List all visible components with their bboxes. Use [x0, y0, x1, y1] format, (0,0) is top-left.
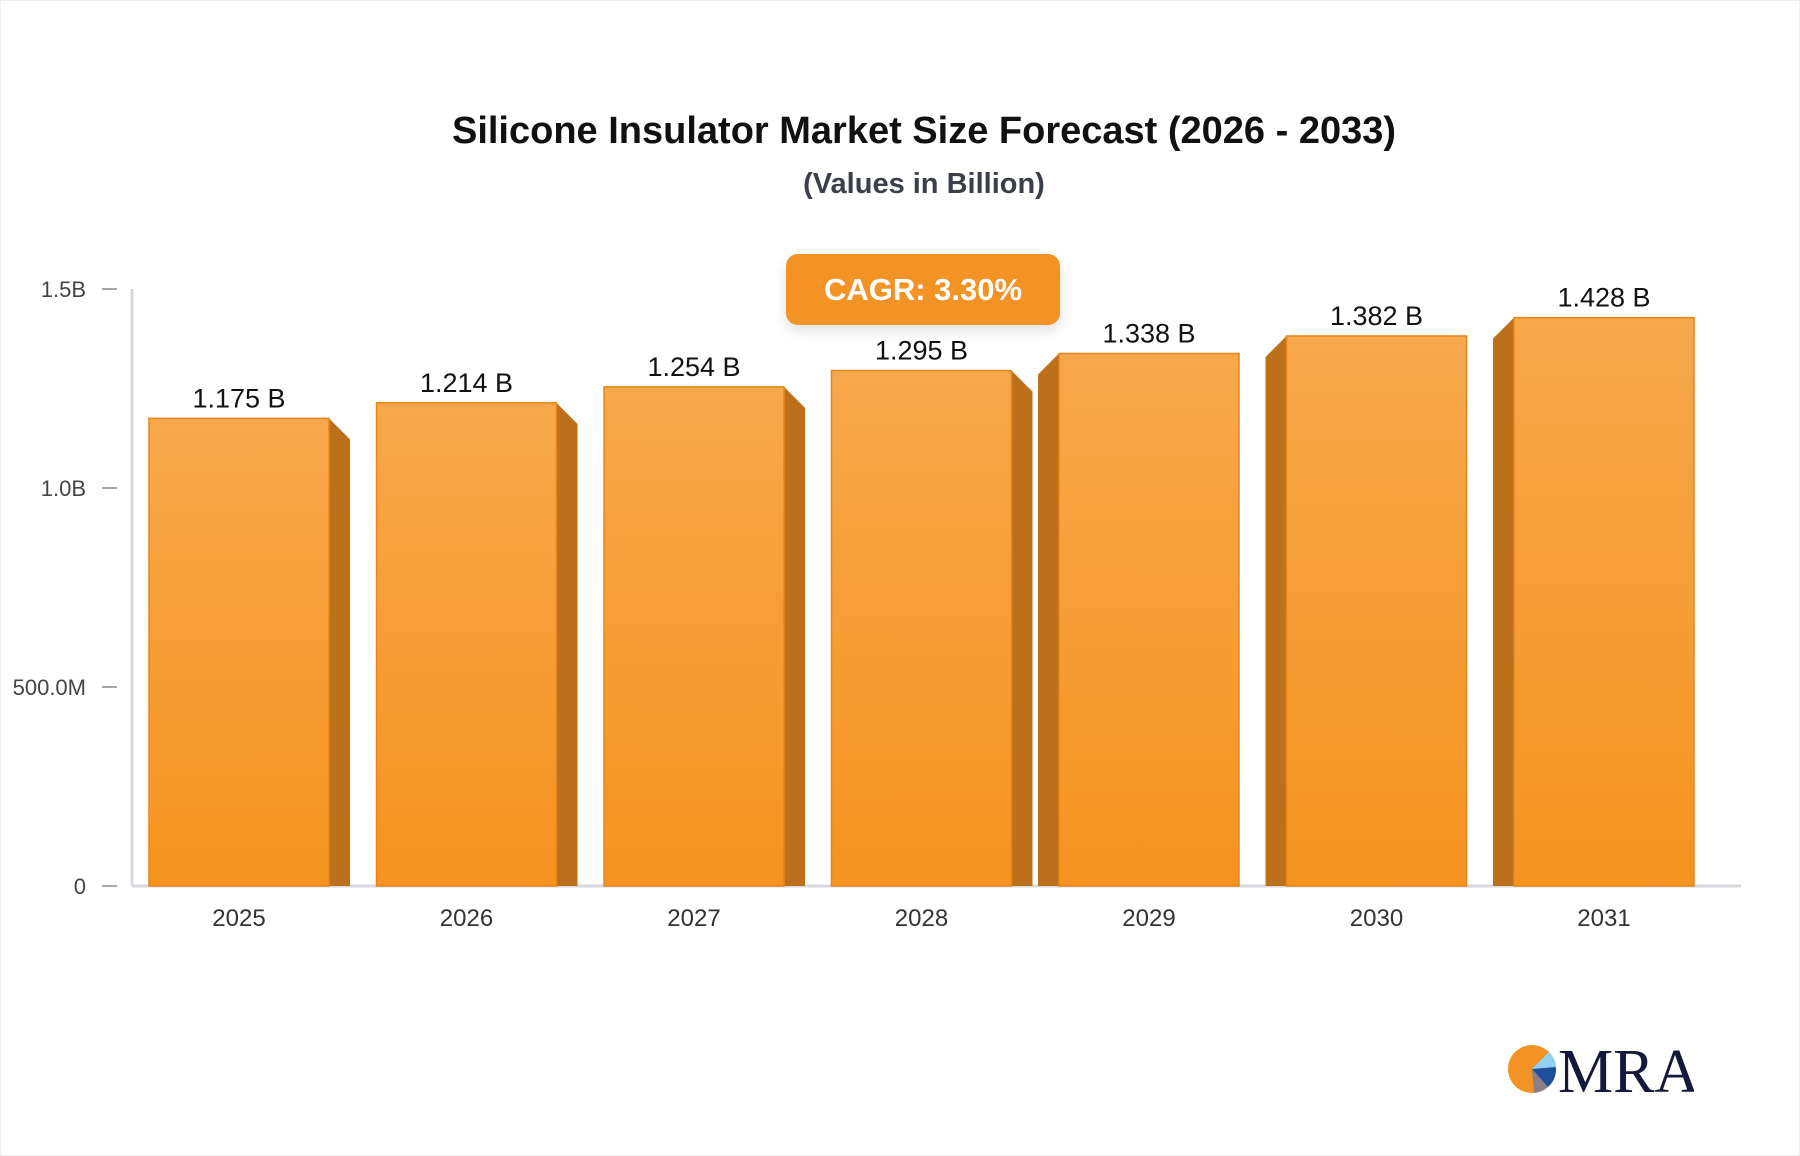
bar-group: 1.428 B 2031 — [1493, 283, 1695, 932]
x-tick-label: 2029 — [1122, 905, 1175, 932]
y-tick-label: 1.0B — [41, 476, 86, 501]
chart-title: Silicone Insulator Market Size Forecast … — [451, 110, 1397, 152]
bar-side — [1011, 370, 1033, 887]
x-tick-label: 2031 — [1577, 905, 1630, 932]
bar-group: 1.214 B 2026 — [375, 368, 578, 932]
x-tick-label: 2025 — [212, 905, 265, 932]
cagr-badge: CAGR: 3.30% — [786, 254, 1060, 325]
bar-side — [1265, 335, 1287, 886]
data-label: 1.214 B — [420, 368, 513, 398]
data-label: 1.382 B — [1330, 301, 1423, 331]
x-tick-label: 2028 — [895, 905, 948, 932]
logo-text: MRA — [1558, 1040, 1694, 1100]
bar — [1285, 335, 1468, 887]
data-label: 1.175 B — [192, 383, 285, 413]
bar-group: 1.382 B 2030 — [1265, 301, 1468, 932]
x-tick-label: 2027 — [667, 905, 720, 932]
data-label: 1.295 B — [875, 336, 968, 366]
bar-side — [1038, 353, 1059, 886]
bar — [830, 369, 1013, 887]
bar-side — [784, 386, 805, 886]
bar-side — [1493, 317, 1514, 886]
bar — [603, 386, 785, 887]
x-tick-label: 2026 — [440, 905, 493, 932]
y-tick-label: 1.5B — [41, 277, 86, 302]
bar — [375, 402, 558, 887]
bar — [1058, 352, 1240, 887]
y-tick-label: 500.0M — [13, 675, 86, 700]
bar-group: 1.254 B 2027 — [603, 352, 805, 932]
bar-group: 1.295 B 2028 — [830, 336, 1033, 932]
bar-group: 1.338 B 2029 — [1038, 318, 1240, 932]
x-tick-label: 2030 — [1350, 905, 1403, 932]
y-tick-label: 0 — [74, 874, 86, 899]
bar — [148, 417, 330, 887]
chart-subtitle: (Values in Billion) — [803, 168, 1045, 200]
bar-side — [329, 418, 350, 886]
data-label: 1.254 B — [647, 352, 740, 382]
data-label: 1.338 B — [1102, 318, 1195, 348]
data-label: 1.428 B — [1557, 283, 1650, 313]
bar — [1513, 316, 1695, 887]
bar-side — [556, 402, 578, 886]
bar-group: 1.175 B 2025 — [148, 383, 350, 932]
mra-logo: MRA — [1508, 1040, 1694, 1100]
